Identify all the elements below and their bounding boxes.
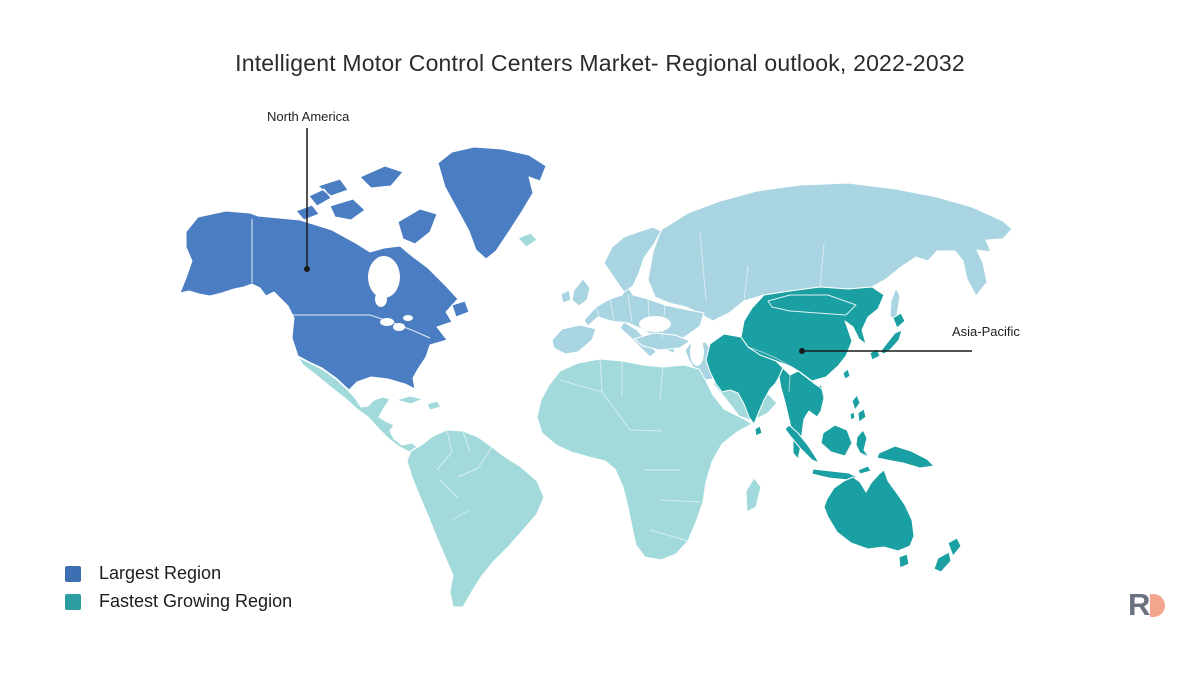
africa	[536, 358, 753, 561]
turkey	[633, 332, 691, 351]
logo-letter-r: R	[1128, 587, 1150, 622]
annotation-asia-pacific	[799, 348, 972, 354]
timor	[857, 465, 872, 475]
indochina-malay	[778, 367, 825, 460]
iberia	[551, 324, 597, 355]
legend-label-fastest-growing-region: Fastest Growing Region	[99, 591, 293, 611]
annotation-north-america	[304, 128, 310, 272]
label-north-america: North America	[267, 109, 350, 124]
mexico-central-america	[297, 356, 418, 453]
japan-hokkaido	[892, 312, 906, 329]
legend-swatch-fastest-growing-region	[65, 593, 81, 610]
ireland	[560, 289, 572, 304]
madagascar	[745, 477, 762, 513]
new-zealand	[933, 537, 962, 573]
legend-label-largest-region: Largest Region	[99, 563, 222, 583]
greenland	[437, 146, 547, 260]
sakhalin	[889, 287, 901, 323]
tasmania	[898, 553, 910, 569]
philippines	[849, 394, 867, 423]
logo-d-shape-icon	[1150, 594, 1166, 617]
arctic-islands	[295, 165, 470, 318]
black-sea	[639, 316, 671, 332]
hudson-bay	[368, 256, 400, 298]
south-america-borders	[436, 429, 493, 521]
region-asia-pacific	[705, 286, 962, 573]
europe-borders	[595, 294, 666, 339]
africa-borders	[559, 358, 701, 542]
hispaniola	[426, 400, 442, 411]
legend-swatch-largest-region	[65, 565, 81, 582]
india-subcontinent	[705, 333, 784, 425]
label-asia-pacific: Asia-Pacific	[952, 324, 1020, 339]
james-bay	[375, 291, 387, 307]
new-guinea	[876, 445, 935, 469]
caspian-sea	[690, 338, 704, 366]
legend-item-largest-region: Largest Region	[65, 563, 292, 584]
cuba	[395, 395, 424, 405]
sulawesi	[855, 429, 870, 458]
usa-canada-border	[292, 314, 431, 339]
sri-lanka	[754, 425, 763, 437]
great-lakes	[403, 315, 413, 321]
region-north-america	[179, 146, 547, 391]
page-title: Intelligent Motor Control Centers Market…	[235, 50, 965, 76]
asia-borders	[747, 346, 791, 393]
japan-honshu	[879, 329, 903, 355]
north-america-mainland	[179, 210, 459, 391]
asia-pacific-callout-dot	[799, 348, 805, 354]
region-europe-russia	[551, 182, 1013, 381]
mongolia-border	[767, 294, 857, 316]
scandinavia	[603, 226, 662, 293]
legend: Largest Region Fastest Growing Region	[65, 563, 292, 612]
south-america	[406, 429, 545, 608]
russia-borders	[699, 231, 825, 302]
legend-item-fastest-growing-region: Fastest Growing Region	[65, 591, 292, 612]
australia	[823, 469, 915, 552]
region-africa-americas	[297, 232, 778, 608]
sumatra	[784, 424, 820, 464]
iceland	[517, 232, 538, 248]
great-britain	[571, 278, 591, 307]
russia-central-asia	[647, 182, 1013, 322]
great-lakes	[393, 323, 405, 331]
taiwan	[842, 368, 851, 380]
brand-logo: R	[1128, 587, 1166, 622]
north-america-callout-dot	[304, 266, 310, 272]
borneo	[820, 424, 853, 457]
